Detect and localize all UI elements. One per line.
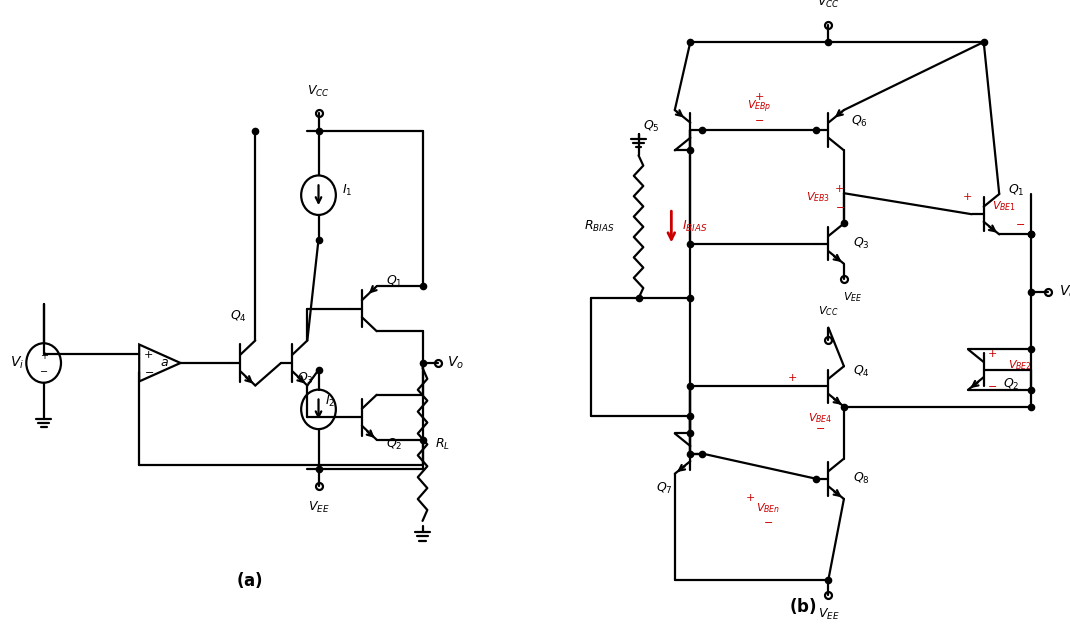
Text: +: + bbox=[988, 350, 997, 360]
Text: $V_{BEn}$: $V_{BEn}$ bbox=[755, 501, 780, 515]
Text: $-$: $-$ bbox=[763, 516, 773, 526]
Text: $Q_4$: $Q_4$ bbox=[230, 309, 247, 324]
Text: $V_o$: $V_o$ bbox=[447, 355, 463, 371]
Text: +: + bbox=[754, 91, 764, 101]
Text: $Q_3$: $Q_3$ bbox=[853, 236, 869, 251]
Text: $-$: $-$ bbox=[754, 114, 764, 124]
Text: $V_{CC}$: $V_{CC}$ bbox=[307, 84, 330, 100]
Text: $V_{EE}$: $V_{EE}$ bbox=[843, 290, 862, 304]
Text: $R_L$: $R_L$ bbox=[434, 437, 449, 452]
Text: $-$: $-$ bbox=[814, 421, 825, 432]
Text: $-$: $-$ bbox=[835, 201, 844, 211]
Text: $Q_2$: $Q_2$ bbox=[1003, 377, 1019, 392]
Text: $-$: $-$ bbox=[143, 367, 154, 376]
Text: $Q_6$: $Q_6$ bbox=[851, 114, 868, 129]
Text: $Q_1$: $Q_1$ bbox=[386, 273, 402, 289]
Text: $Q_5$: $Q_5$ bbox=[643, 118, 660, 134]
Text: $-$: $-$ bbox=[988, 380, 997, 390]
Text: $I_{BIAS}$: $I_{BIAS}$ bbox=[682, 219, 707, 234]
Text: $V_{BE4}$: $V_{BE4}$ bbox=[808, 411, 832, 425]
Text: $I_1$: $I_1$ bbox=[342, 183, 352, 198]
Text: $Q_3$: $Q_3$ bbox=[296, 371, 314, 386]
Text: $V_{BE1}$: $V_{BE1}$ bbox=[992, 199, 1016, 213]
Text: $R_{BIAS}$: $R_{BIAS}$ bbox=[584, 219, 614, 234]
Text: $V_{CC}$: $V_{CC}$ bbox=[817, 0, 840, 10]
Text: $\mathbf{(b)}$: $\mathbf{(b)}$ bbox=[789, 596, 816, 616]
Text: $V_{EE}$: $V_{EE}$ bbox=[308, 500, 330, 515]
Text: $-$: $-$ bbox=[1014, 217, 1025, 227]
Text: +: + bbox=[963, 192, 972, 202]
Text: $V_{BE2}$: $V_{BE2}$ bbox=[1008, 358, 1031, 372]
Text: $Q_2$: $Q_2$ bbox=[386, 437, 402, 452]
Text: $V_o$: $V_o$ bbox=[1059, 284, 1070, 300]
Text: $a$: $a$ bbox=[159, 357, 169, 369]
Text: $V_i$: $V_i$ bbox=[11, 355, 25, 371]
Text: $V_{EBp}$: $V_{EBp}$ bbox=[747, 98, 771, 115]
Text: +: + bbox=[788, 373, 797, 383]
Text: $\mathbf{(a)}$: $\mathbf{(a)}$ bbox=[235, 570, 262, 590]
Text: $Q_8$: $Q_8$ bbox=[853, 471, 870, 486]
Text: $V_{EE}$: $V_{EE}$ bbox=[817, 607, 839, 622]
Text: $V_{CC}$: $V_{CC}$ bbox=[819, 304, 839, 318]
Text: +: + bbox=[40, 351, 48, 361]
Text: $V_{EB3}$: $V_{EB3}$ bbox=[806, 190, 830, 204]
Text: $Q_7$: $Q_7$ bbox=[656, 481, 673, 496]
Text: +: + bbox=[144, 350, 153, 360]
Text: +: + bbox=[835, 184, 844, 194]
Text: $-$: $-$ bbox=[40, 365, 48, 375]
Text: $Q_1$: $Q_1$ bbox=[1008, 183, 1024, 198]
Text: $I_2$: $I_2$ bbox=[325, 394, 336, 409]
Text: +: + bbox=[746, 493, 755, 503]
Text: $Q_4$: $Q_4$ bbox=[853, 364, 869, 379]
